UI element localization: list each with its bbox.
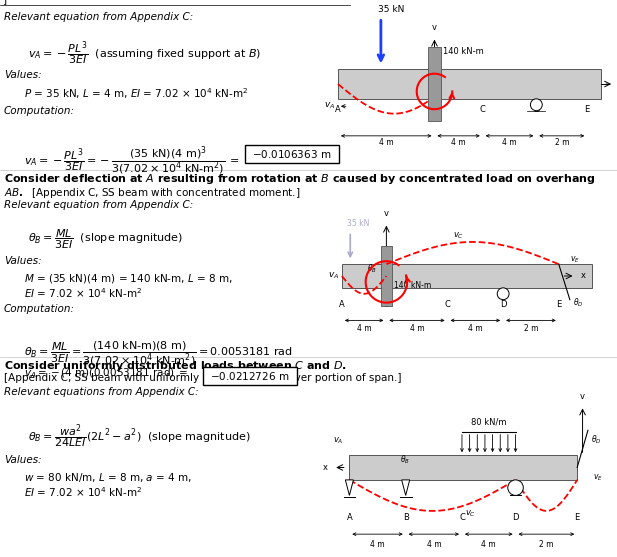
Text: $v_A$: $v_A$ [333, 436, 344, 446]
Text: $v_A = -\dfrac{PL^3}{3EI}$  (assuming fixed support at $B$): $v_A = -\dfrac{PL^3}{3EI}$ (assuming fix… [28, 40, 262, 68]
Text: v: v [580, 392, 585, 401]
Text: 4 m: 4 m [481, 540, 496, 549]
Text: Values:: Values: [4, 455, 41, 465]
Text: v: v [384, 209, 389, 218]
Text: $\theta_B$: $\theta_B$ [400, 454, 410, 466]
Text: $\mathbf{Consider\ uniformly\ distributed\ loads\ between}\ \mathit{C}\ \mathbf{: $\mathbf{Consider\ uniformly\ distribute… [4, 359, 347, 373]
Text: $EI$ = 7.02 × 10$^4$ kN-m$^2$: $EI$ = 7.02 × 10$^4$ kN-m$^2$ [24, 286, 143, 300]
Text: $\theta_B = \dfrac{ML}{3EI} = \dfrac{(140\text{ kN-m})(8\text{ m})}{3(7.02\times: $\theta_B = \dfrac{ML}{3EI} = \dfrac{(14… [24, 340, 292, 368]
Text: Values:: Values: [4, 256, 41, 266]
Text: B: B [431, 105, 437, 114]
Text: x: x [581, 271, 586, 281]
Text: $\theta_B = \dfrac{wa^2}{24LEI}(2L^2 - a^2)$  (slope magnitude): $\theta_B = \dfrac{wa^2}{24LEI}(2L^2 - a… [28, 423, 251, 451]
Text: Relevant equation from Appendix C:: Relevant equation from Appendix C: [4, 12, 193, 22]
Text: 4 m: 4 m [410, 324, 424, 333]
Text: 4 m: 4 m [426, 540, 441, 549]
Text: x: x [323, 463, 328, 472]
Text: 4 m: 4 m [468, 324, 482, 333]
Text: C: C [480, 105, 486, 114]
Text: Computation:: Computation: [4, 304, 75, 314]
Text: $v_A = -(4\text{ m})(0.0053181\text{ rad})\;=$: $v_A = -(4\text{ m})(0.0053181\text{ rad… [24, 366, 188, 380]
Text: D: D [512, 513, 519, 522]
Text: $\mathbf{Consider\ deflection\ at}\ \mathit{A}\ \mathbf{resulting\ from\ rotatio: $\mathbf{Consider\ deflection\ at}\ \mat… [4, 172, 596, 186]
Circle shape [508, 480, 523, 495]
Text: 2 m: 2 m [555, 138, 569, 146]
Text: $v_A = -\dfrac{PL^3}{3EI} = -\dfrac{(35\text{ kN})(4\text{ m})^3}{3(7.02\times10: $v_A = -\dfrac{PL^3}{3EI} = -\dfrac{(35\… [24, 144, 240, 177]
Text: C: C [445, 300, 450, 309]
Text: $v_A$: $v_A$ [328, 271, 339, 281]
Polygon shape [346, 480, 354, 495]
Text: $w$ = 80 kN/m, $L$ = 8 m, $a$ = 4 m,: $w$ = 80 kN/m, $L$ = 8 m, $a$ = 4 m, [24, 471, 192, 484]
Circle shape [497, 288, 509, 300]
Text: $v_E$: $v_E$ [570, 254, 580, 265]
Text: 4 m: 4 m [370, 540, 385, 549]
Text: A: A [339, 300, 345, 309]
Text: D: D [500, 300, 507, 309]
Text: E: E [556, 300, 561, 309]
Text: B: B [403, 513, 408, 522]
Text: A: A [335, 105, 341, 114]
Text: 80 kN/m: 80 kN/m [471, 417, 507, 426]
Text: $\theta_B$: $\theta_B$ [367, 262, 377, 275]
Text: $v_E$: $v_E$ [594, 473, 603, 483]
Text: 2 m: 2 m [524, 324, 538, 333]
Bar [342, 264, 592, 288]
Text: $v_C$: $v_C$ [453, 231, 464, 241]
Text: $M$ = (35 kN)(4 m) = 140 kN-m, $L$ = 8 m,: $M$ = (35 kN)(4 m) = 140 kN-m, $L$ = 8 m… [24, 272, 233, 285]
Text: Values:: Values: [4, 70, 41, 80]
Text: $\mathbf{\mathit{AB}.}$  [Appendix C, SS beam with concentrated moment.]: $\mathbf{\mathit{AB}.}$ [Appendix C, SS … [4, 186, 300, 200]
Text: $\theta_B = \dfrac{ML}{3EI}$  (slope magnitude): $\theta_B = \dfrac{ML}{3EI}$ (slope magn… [28, 228, 183, 251]
Bar [381, 246, 392, 306]
Text: $v_C$: $v_C$ [465, 509, 476, 519]
Text: 140 kN-m: 140 kN-m [443, 47, 484, 56]
Polygon shape [402, 480, 410, 495]
Text: 4 m: 4 m [502, 138, 517, 146]
Text: v: v [432, 23, 437, 32]
Text: Relevant equations from Appendix C:: Relevant equations from Appendix C: [4, 387, 199, 397]
Text: Computation:: Computation: [4, 106, 75, 116]
Text: A: A [347, 513, 352, 522]
FancyBboxPatch shape [245, 145, 339, 163]
Text: B: B [383, 300, 389, 309]
Text: E: E [574, 513, 580, 522]
Text: 4 m: 4 m [379, 138, 394, 146]
Text: $-0.0212726$ m: $-0.0212726$ m [210, 370, 289, 382]
Text: ]: ] [3, 0, 7, 4]
Text: 2 m: 2 m [539, 540, 553, 549]
Text: 4 m: 4 m [357, 324, 371, 333]
FancyBboxPatch shape [203, 367, 297, 385]
Bar [338, 69, 600, 99]
Text: D: D [533, 105, 540, 114]
Text: $v_A$: $v_A$ [324, 101, 335, 111]
Text: $EI$ = 7.02 × 10$^4$ kN-m$^2$: $EI$ = 7.02 × 10$^4$ kN-m$^2$ [24, 485, 143, 499]
Text: $\theta_D$: $\theta_D$ [573, 296, 583, 309]
Text: 35 kN: 35 kN [378, 4, 405, 13]
Text: $P$ = 35 kN, $L$ = 4 m, $EI$ = 7.02 × 10$^4$ kN-m$^2$: $P$ = 35 kN, $L$ = 4 m, $EI$ = 7.02 × 10… [24, 86, 248, 101]
Text: $\theta_D$: $\theta_D$ [590, 434, 601, 446]
Text: $-0.0106363$ m: $-0.0106363$ m [252, 148, 332, 160]
Text: Relevant equation from Appendix C:: Relevant equation from Appendix C: [4, 200, 193, 210]
Text: [Appendix C, SS beam with uniformly distributed load over portion of span.]: [Appendix C, SS beam with uniformly dist… [4, 373, 402, 383]
Bar [428, 47, 441, 121]
Text: 35 kN: 35 kN [347, 219, 370, 228]
Text: 4 m: 4 m [451, 138, 466, 146]
Circle shape [531, 99, 542, 111]
Text: E: E [585, 105, 590, 114]
Bar [349, 455, 577, 480]
Text: 140 kN-m: 140 kN-m [394, 281, 431, 290]
Text: C: C [459, 513, 465, 522]
